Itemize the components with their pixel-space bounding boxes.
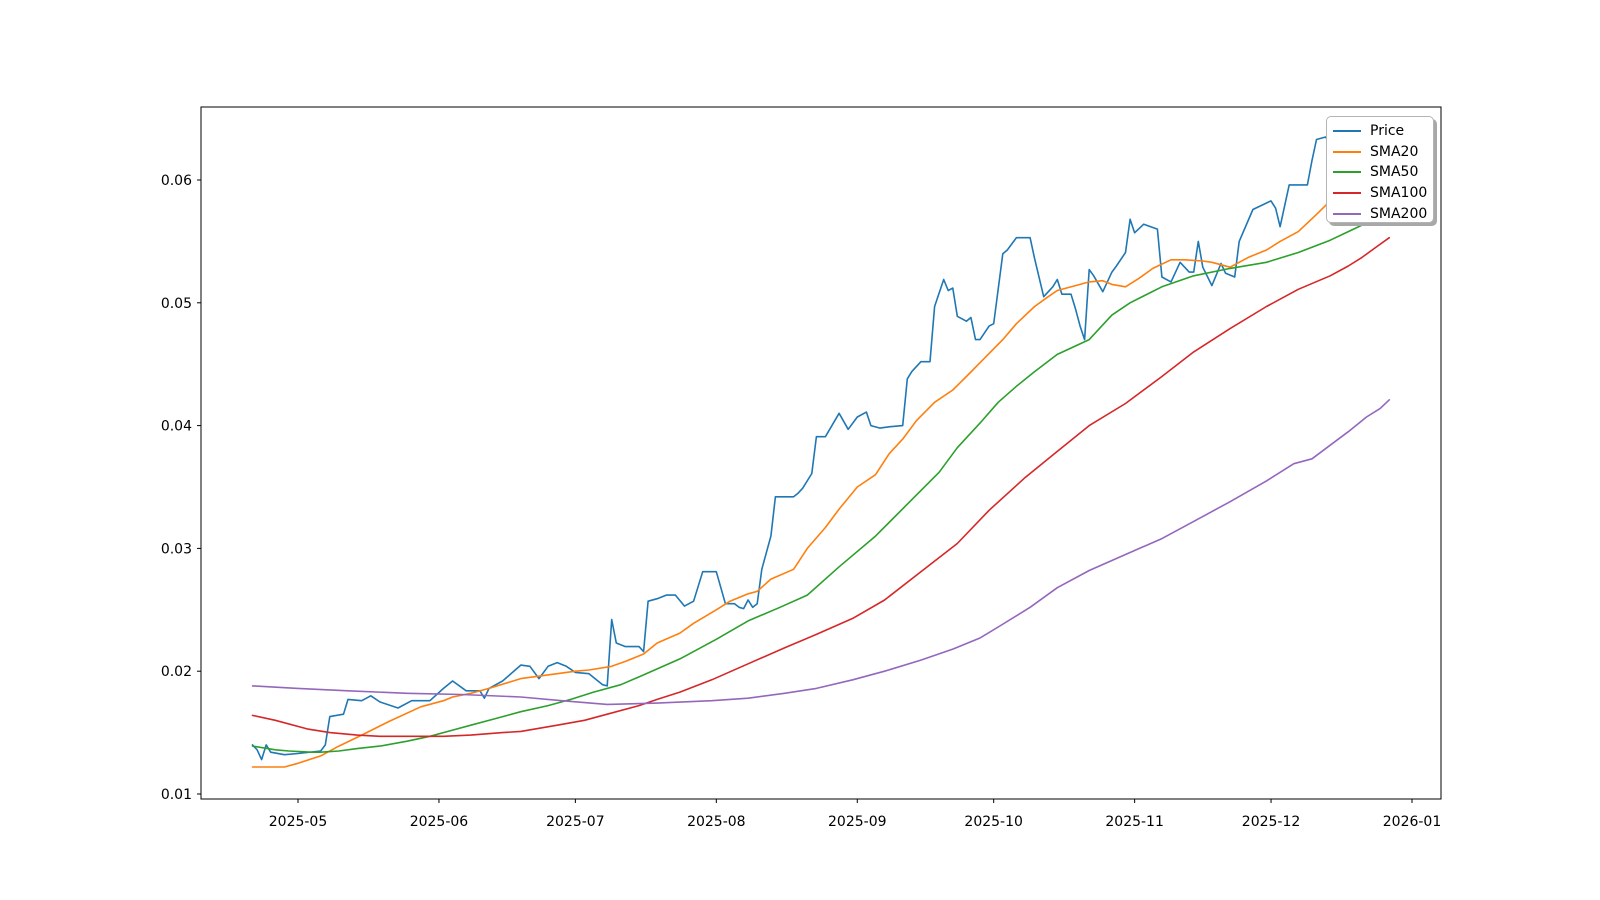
- legend-label-sma200: SMA200: [1370, 205, 1428, 222]
- x-tick-label: 2025-11: [1105, 814, 1164, 830]
- series-line-sma100: [251, 236, 1391, 738]
- legend-entry-sma200: SMA200: [1333, 203, 1428, 224]
- legend-entry-sma50: SMA50: [1333, 162, 1426, 183]
- legend-line-sample-price: [1333, 130, 1361, 133]
- legend-label-sma100: SMA100: [1370, 185, 1428, 202]
- x-tick-label: 2025-12: [1242, 814, 1301, 830]
- x-tick-label: 2025-10: [964, 814, 1023, 830]
- y-tick-label: 0.06: [161, 173, 192, 189]
- series-line-sma50: [251, 202, 1391, 753]
- y-tick-label: 0.04: [161, 419, 192, 435]
- series-line-sma20: [251, 157, 1391, 768]
- legend-line-sample-sma100: [1333, 192, 1361, 195]
- legend-line-sample-sma50: [1333, 171, 1361, 174]
- legend-entry-price: Price: [1333, 121, 1426, 142]
- y-tick-label: 0.03: [161, 541, 192, 557]
- x-tick-label: 2025-05: [269, 814, 328, 830]
- legend-box: Price SMA20 SMA50 SMA100 SMA200: [1326, 116, 1434, 223]
- x-tick-label: 2025-09: [828, 814, 887, 830]
- x-tick-label: 2025-06: [410, 814, 469, 830]
- legend-label-price: Price: [1370, 123, 1405, 140]
- series-line-sma200: [251, 399, 1391, 706]
- legend-entry-sma20: SMA20: [1333, 142, 1426, 163]
- legend-entry-sma100: SMA100: [1333, 183, 1428, 204]
- legend-line-sample-sma200: [1333, 212, 1361, 215]
- y-tick-label: 0.02: [161, 664, 192, 680]
- legend-line-sample-sma20: [1333, 150, 1361, 153]
- axes-frame: [200, 106, 1442, 800]
- y-tick-label: 0.01: [161, 787, 192, 803]
- legend-label-sma20: SMA20: [1370, 143, 1419, 160]
- legend-label-sma50: SMA50: [1370, 164, 1419, 181]
- y-tick-label: 0.05: [161, 296, 192, 312]
- x-tick-label: 2025-08: [687, 814, 746, 830]
- x-tick-label: 2026-01: [1383, 814, 1442, 830]
- x-tick-label: 2025-07: [546, 814, 605, 830]
- series-line-price: [251, 117, 1391, 761]
